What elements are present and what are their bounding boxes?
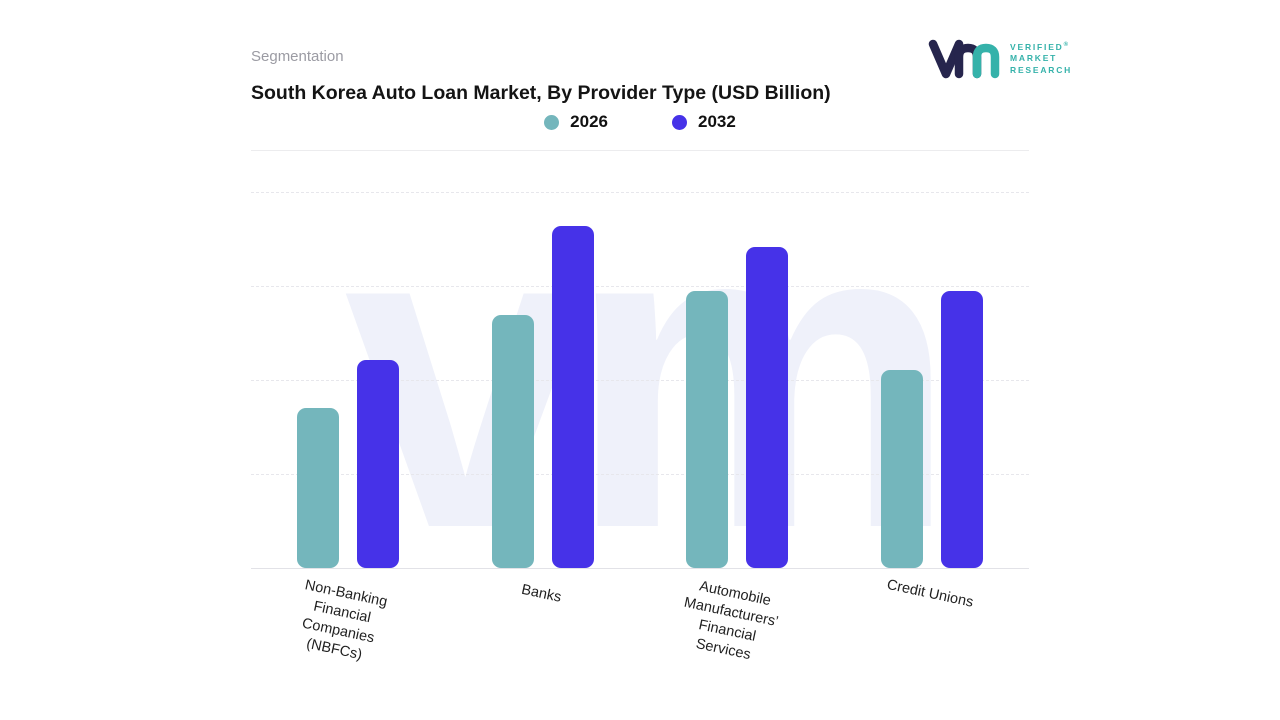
logo-line-3: RESEARCH [1010,64,1073,75]
vmr-logo-text: VERIFIED® MARKET RESEARCH [1010,42,1072,75]
bar-2032-3 [746,246,789,569]
bar-2026-4 [880,370,923,569]
legend-item-2032: 2032 [672,112,736,132]
bar-2032-4 [940,291,983,569]
bar-2026-3 [686,291,729,569]
bar-group [835,192,1030,569]
gridline [251,192,1029,194]
legend-dot-2026-icon [544,114,560,130]
bar-2032-1 [357,359,400,569]
section-eyebrow: Segmentation [251,48,344,65]
legend-label-2026: 2026 [570,112,608,132]
bar-2032-2 [551,226,594,569]
chart-title: South Korea Auto Loan Market, By Provide… [251,82,831,104]
bar-group [640,192,835,569]
gridline [251,286,1029,288]
bar-group [251,192,446,569]
gridline [251,380,1029,382]
legend-item-2026: 2026 [544,112,608,132]
category-label: Credit Unions [885,577,975,612]
registered-mark: ® [1063,42,1069,49]
gridline [251,474,1029,476]
legend-dot-2032-icon [672,114,687,130]
legend-label-2032: 2032 [698,112,736,132]
category-label: Non-Banking Financial Companies (NBFCs) [300,577,390,664]
bar-group [446,192,641,569]
category-label: Automobile Manufacturers’ Financial Service… [682,578,781,663]
bar-chart-plot: vm [251,192,1030,570]
category-label: Banks [519,582,563,607]
bar-groups [251,192,1030,569]
logo-line-2: MARKET [1010,53,1058,64]
logo-line-1: VERIFIED [1010,42,1064,53]
category-labels: Non-Banking Financial Companies (NBFCs) Bank… [251,577,1029,663]
vmr-logo: VERIFIED® MARKET RESEARCH [928,38,1072,80]
divider [251,150,1029,152]
chart-legend: 2026 2032 [251,112,1029,132]
bar-2026-1 [297,407,340,569]
vmr-logo-icon [928,39,1000,79]
chart-card: Segmentation South Korea Auto Loan Marke… [251,0,1030,663]
bar-2026-2 [491,315,534,569]
